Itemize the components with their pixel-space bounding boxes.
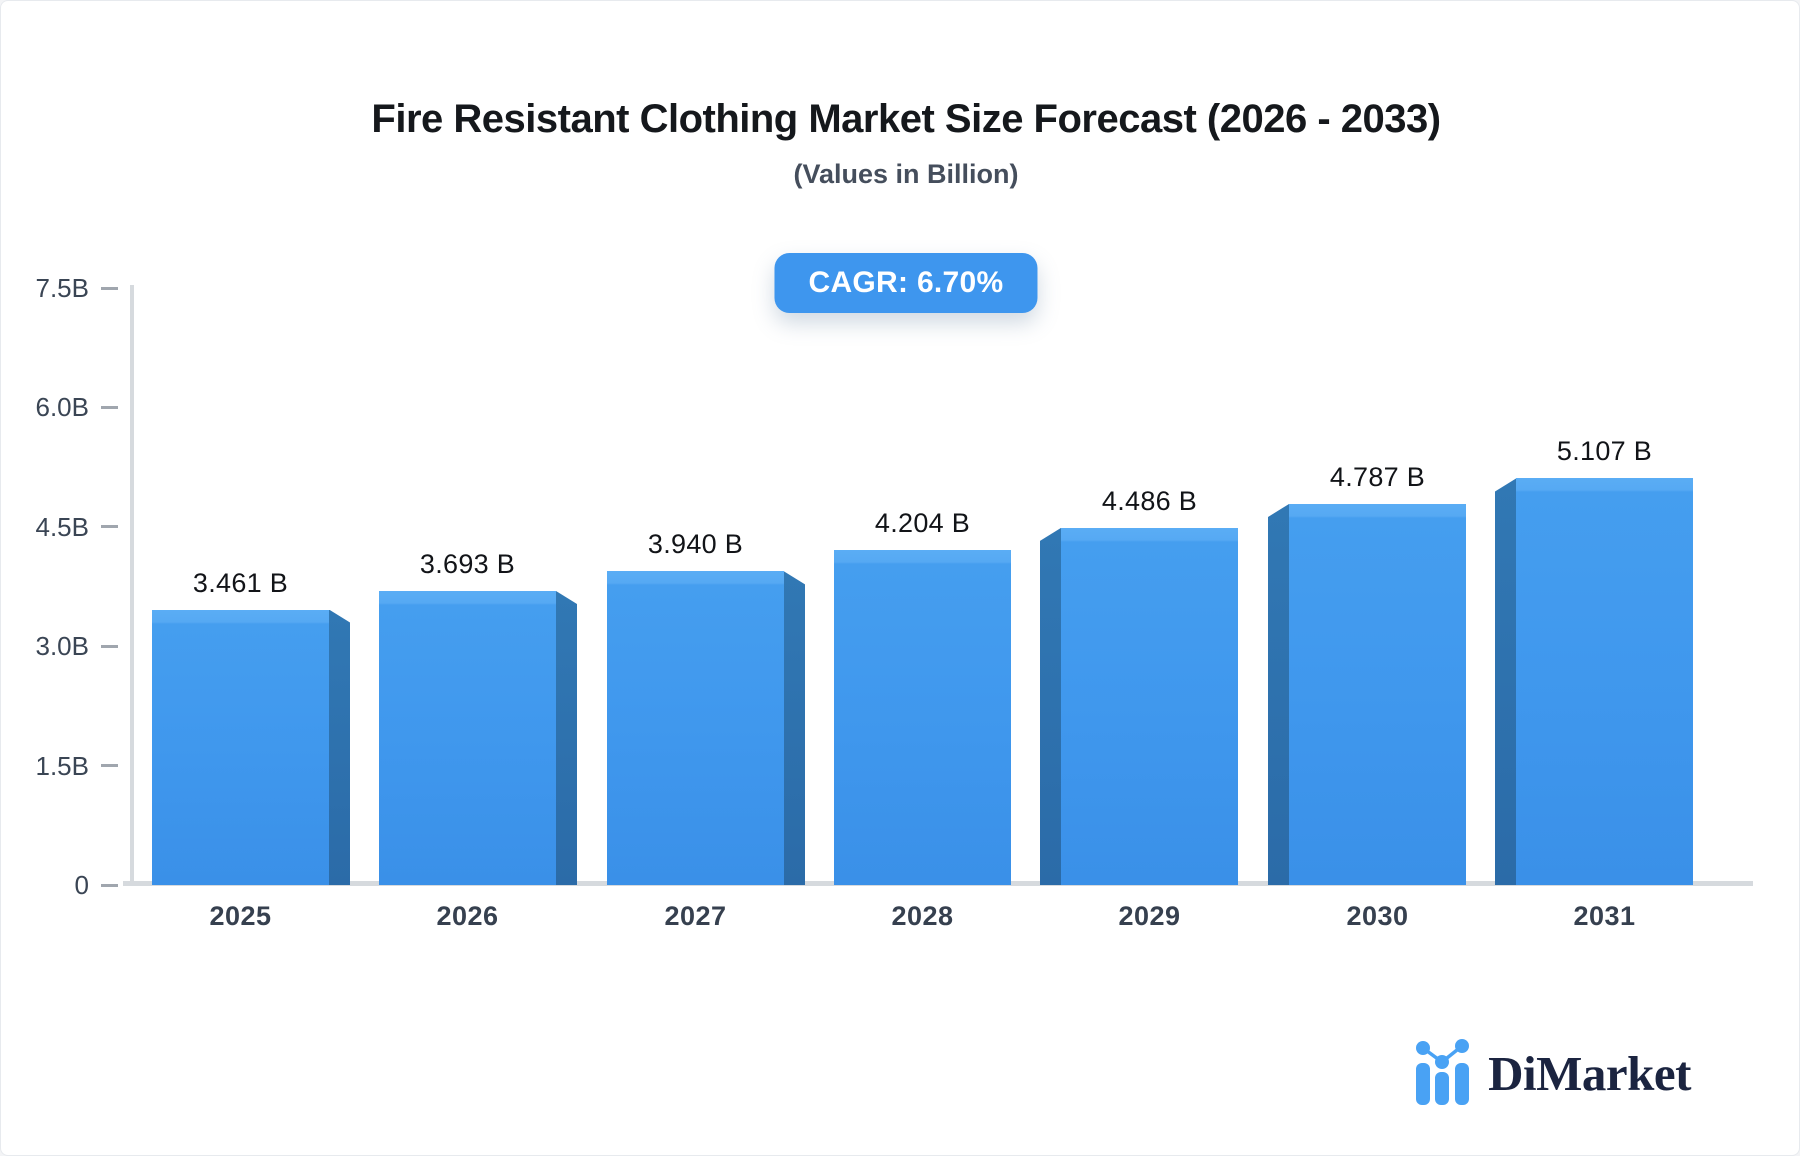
bar-2030[interactable]	[1289, 503, 1466, 885]
y-axis-label: 7.5B	[35, 273, 90, 303]
bar-2026[interactable]	[379, 591, 556, 885]
bar-2031[interactable]	[1516, 478, 1693, 885]
bar-2027[interactable]	[607, 571, 784, 885]
x-axis-label: 2028	[891, 901, 954, 931]
bar-3d-side	[1495, 478, 1516, 885]
bar-3d-side	[1268, 503, 1289, 885]
bar-3d-side	[1040, 527, 1061, 885]
y-axis-label: 3.0B	[35, 631, 90, 662]
logo-text: DiMarket	[1488, 1046, 1691, 1101]
cagr-badge: CAGR: 6.70%	[774, 253, 1038, 313]
dimarket-logo: DiMarket	[1414, 1039, 1691, 1105]
y-axis-label: 1.5B	[35, 750, 90, 781]
bar-value-label: 4.204 B	[874, 508, 971, 539]
y-axis-tick	[101, 525, 118, 529]
bar-2025[interactable]	[152, 609, 329, 885]
bar-chart-logo-icon	[1414, 1039, 1476, 1105]
x-axis-label: 2029	[1118, 901, 1181, 931]
y-axis-tick	[101, 286, 118, 290]
x-axis-label: 2030	[1346, 901, 1409, 931]
bar-2029[interactable]	[1061, 527, 1238, 885]
y-axis-label: 4.5B	[35, 511, 90, 542]
bar-3d-side	[784, 571, 805, 885]
y-axis-tick	[101, 405, 118, 409]
y-axis-tick	[101, 764, 118, 768]
x-axis-label: 2025	[209, 901, 272, 931]
chart-subtitle: (Values in Billion)	[793, 159, 1019, 189]
bar-3d-side	[329, 609, 350, 885]
y-axis-label: 6.0B	[35, 392, 90, 423]
y-axis-line	[130, 285, 134, 885]
y-axis-label: 0	[74, 870, 89, 900]
bar-2028[interactable]	[834, 550, 1011, 885]
bar-value-label: 3.461 B	[192, 567, 289, 598]
y-axis-tick	[101, 644, 118, 648]
bar-value-label: 5.107 B	[1556, 436, 1653, 467]
bar-value-label: 3.940 B	[647, 529, 744, 560]
chart-title: Fire Resistant Clothing Market Size Fore…	[371, 97, 1441, 141]
bar-3d-side	[556, 591, 577, 885]
x-axis-label: 2026	[436, 901, 499, 931]
x-axis-label: 2027	[664, 901, 727, 931]
bar-value-label: 4.787 B	[1329, 461, 1426, 492]
x-axis-label: 2031	[1573, 901, 1636, 931]
bar-value-label: 4.486 B	[1101, 485, 1198, 516]
bar-value-label: 3.693 B	[419, 549, 516, 580]
y-axis-tick	[101, 883, 118, 887]
